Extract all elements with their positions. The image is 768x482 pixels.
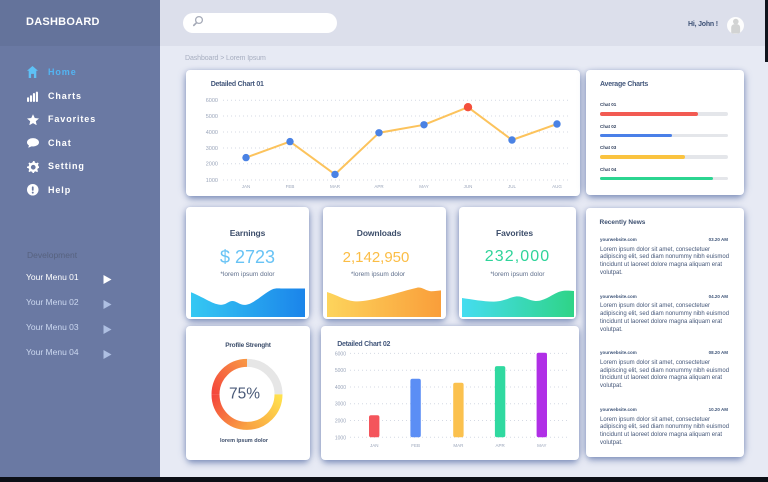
svg-text:MAY: MAY (537, 443, 546, 448)
svg-text:4000: 4000 (334, 385, 345, 391)
svg-text:2000: 2000 (334, 419, 345, 425)
svg-text:MAR: MAR (330, 184, 341, 189)
svg-text:FEB: FEB (286, 184, 295, 189)
svg-text:3000: 3000 (206, 146, 218, 152)
svg-text:3000: 3000 (334, 402, 345, 408)
svg-text:5000: 5000 (334, 368, 345, 374)
svg-text:MAY: MAY (419, 184, 428, 189)
svg-text:4000: 4000 (206, 130, 218, 136)
svg-text:FEB: FEB (411, 443, 420, 448)
svg-text:75%: 75% (229, 385, 260, 402)
svg-text:1000: 1000 (206, 178, 218, 184)
svg-text:1000: 1000 (334, 435, 345, 441)
svg-text:JAN: JAN (369, 443, 378, 448)
svg-text:AUG: AUG (552, 184, 562, 189)
svg-text:2000: 2000 (206, 162, 218, 168)
svg-text:JUL: JUL (508, 184, 516, 189)
svg-text:5000: 5000 (206, 114, 218, 120)
svg-text:MAR: MAR (453, 443, 464, 448)
svg-text:JUN: JUN (464, 184, 473, 189)
svg-text:6000: 6000 (334, 351, 345, 357)
svg-text:6000: 6000 (206, 98, 218, 104)
svg-text:JAN: JAN (242, 184, 251, 189)
svg-text:APR: APR (374, 184, 384, 189)
svg-text:APR: APR (495, 443, 505, 448)
